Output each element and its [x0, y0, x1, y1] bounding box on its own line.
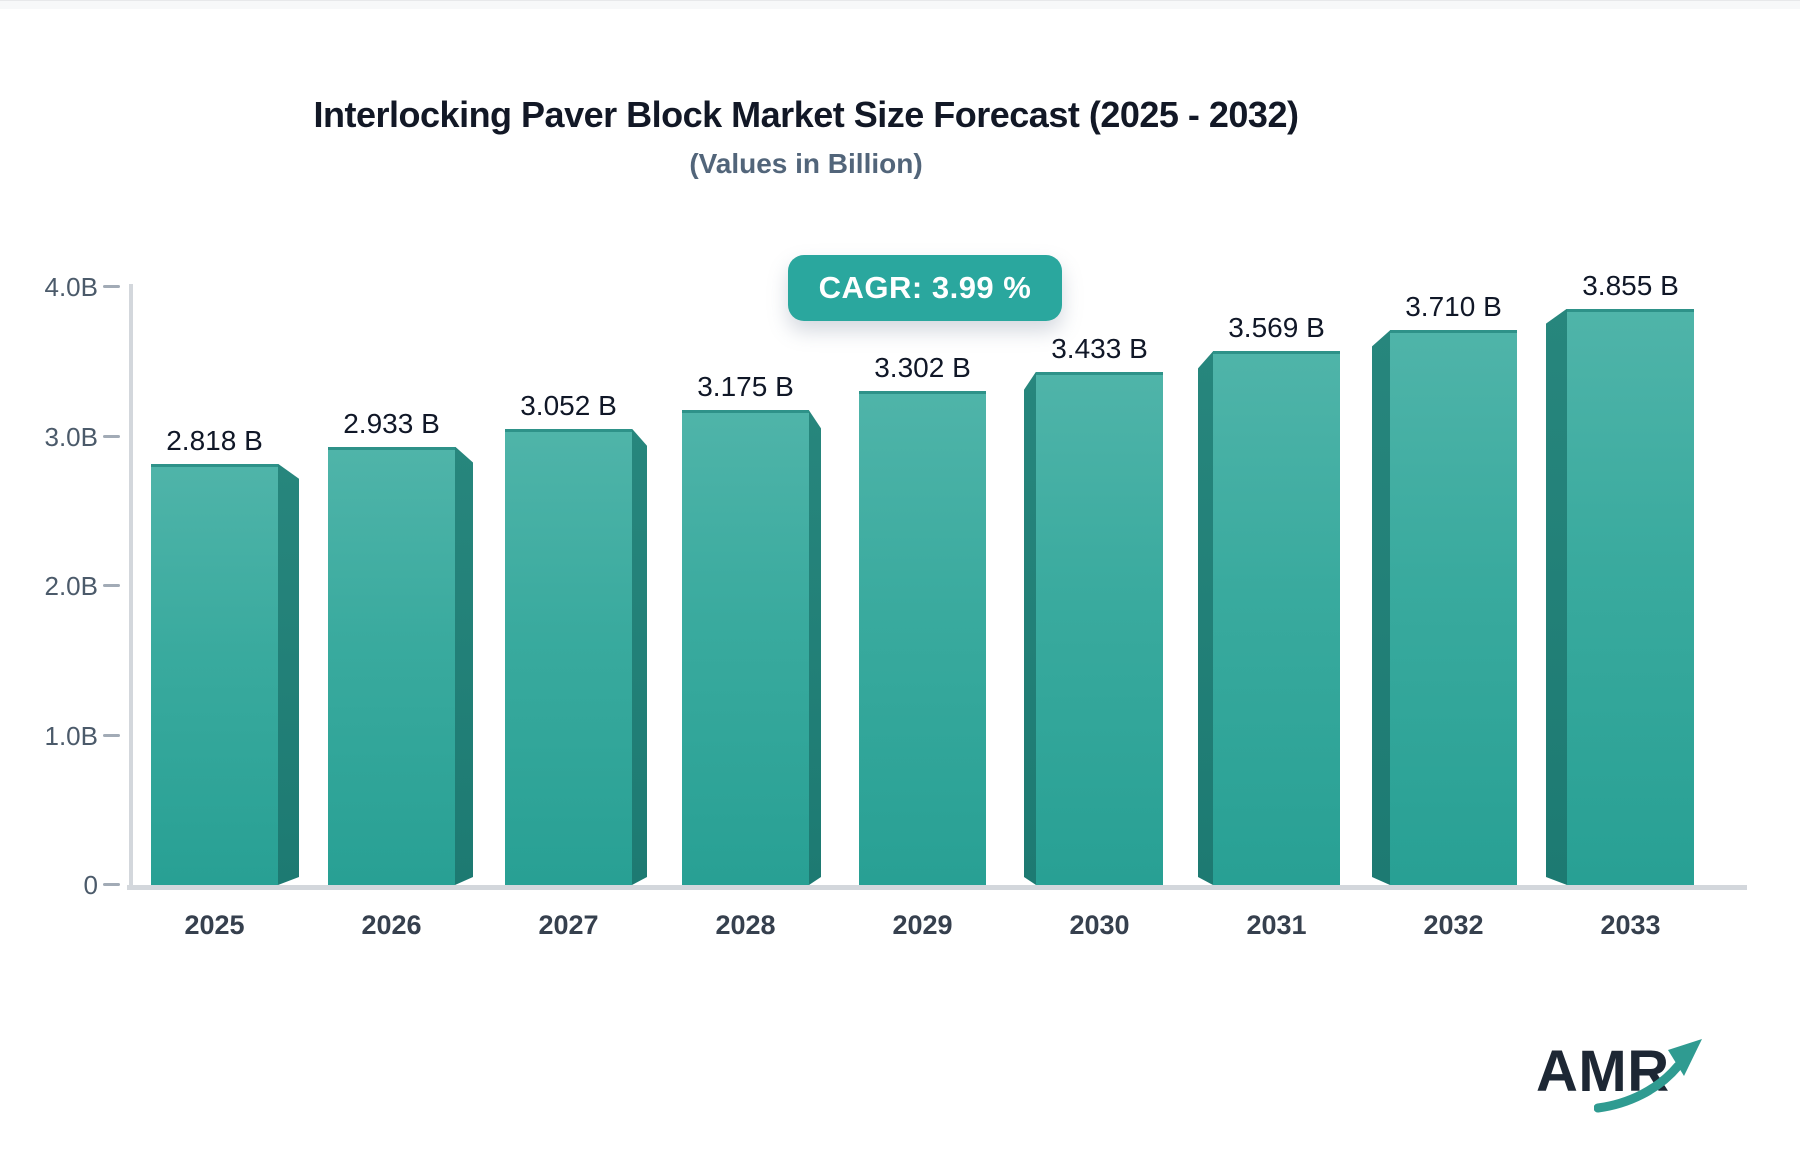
- y-tick-label-4.0B: 4.0B: [44, 272, 99, 302]
- cagr-badge: CAGR: 3.99 %: [788, 255, 1062, 321]
- bar-2028: [682, 410, 809, 885]
- y-tick-mark-2.0B: [103, 584, 120, 587]
- chart-title: Interlocking Paver Block Market Size For…: [313, 94, 1299, 135]
- bar-2030: [1036, 371, 1163, 885]
- bar-2029: [859, 391, 986, 885]
- x-tick-label-2033: 2033: [1600, 910, 1661, 940]
- x-tick-label-2025: 2025: [184, 910, 245, 940]
- x-tick-label-2031: 2031: [1246, 910, 1307, 940]
- bar-value-label-2027: 3.052 B: [520, 389, 617, 421]
- chart-subtitle: (Values in Billion): [689, 148, 923, 179]
- bar-2032: [1390, 330, 1517, 885]
- bar-side-2025: [278, 464, 299, 885]
- bar-side-2033: [1546, 309, 1567, 885]
- amr-logo: AMR: [1522, 1030, 1722, 1120]
- x-axis-line: [127, 885, 1747, 890]
- x-tick-label-2028: 2028: [715, 910, 776, 940]
- bar-2031: [1213, 351, 1340, 885]
- y-tick-mark-4.0B: [103, 285, 120, 288]
- bar-side-2028: [809, 410, 821, 885]
- x-tick-label-2026: 2026: [361, 910, 422, 940]
- y-tick-label-0: 0: [83, 870, 98, 900]
- y-tick-label-1.0B: 1.0B: [44, 720, 99, 751]
- bar-2025: [151, 463, 278, 885]
- bar-2027: [505, 428, 632, 885]
- bar-side-2026: [455, 447, 473, 885]
- bar-side-2030: [1024, 372, 1036, 885]
- y-tick-label-2.0B: 2.0B: [44, 571, 99, 601]
- x-tick-label-2032: 2032: [1423, 910, 1484, 940]
- y-tick-mark-1.0B: [103, 733, 120, 737]
- bar-side-2027: [632, 429, 647, 885]
- bar-side-2031: [1198, 351, 1213, 885]
- bar-value-label-2028: 3.175 B: [697, 371, 794, 403]
- bar-value-label-2029: 3.302 B: [874, 352, 971, 384]
- y-tick-mark-0: [103, 883, 120, 886]
- y-tick-mark-3.0B: [103, 434, 120, 438]
- y-axis-line: [129, 284, 133, 889]
- bar-side-2032: [1372, 330, 1390, 885]
- bar-value-label-2030: 3.433 B: [1051, 332, 1148, 364]
- bar-2026: [328, 446, 455, 885]
- x-tick-label-2030: 2030: [1069, 910, 1130, 940]
- cagr-badge-label: CAGR: 3.99 %: [818, 270, 1032, 305]
- y-tick-label-3.0B: 3.0B: [44, 421, 99, 452]
- x-tick-label-2027: 2027: [538, 910, 599, 940]
- top-border-strip: [0, 0, 1800, 9]
- x-tick-label-2029: 2029: [892, 910, 953, 940]
- bar-value-label-2033: 3.855 B: [1582, 269, 1679, 301]
- bar-2033: [1567, 308, 1694, 885]
- bar-value-label-2025: 2.818 B: [166, 424, 263, 456]
- trending-up-arrow-icon: [1594, 1039, 1702, 1113]
- bar-value-label-2032: 3.710 B: [1405, 291, 1502, 323]
- bar-value-label-2026: 2.933 B: [343, 407, 440, 439]
- bar-value-label-2031: 3.569 B: [1228, 312, 1325, 344]
